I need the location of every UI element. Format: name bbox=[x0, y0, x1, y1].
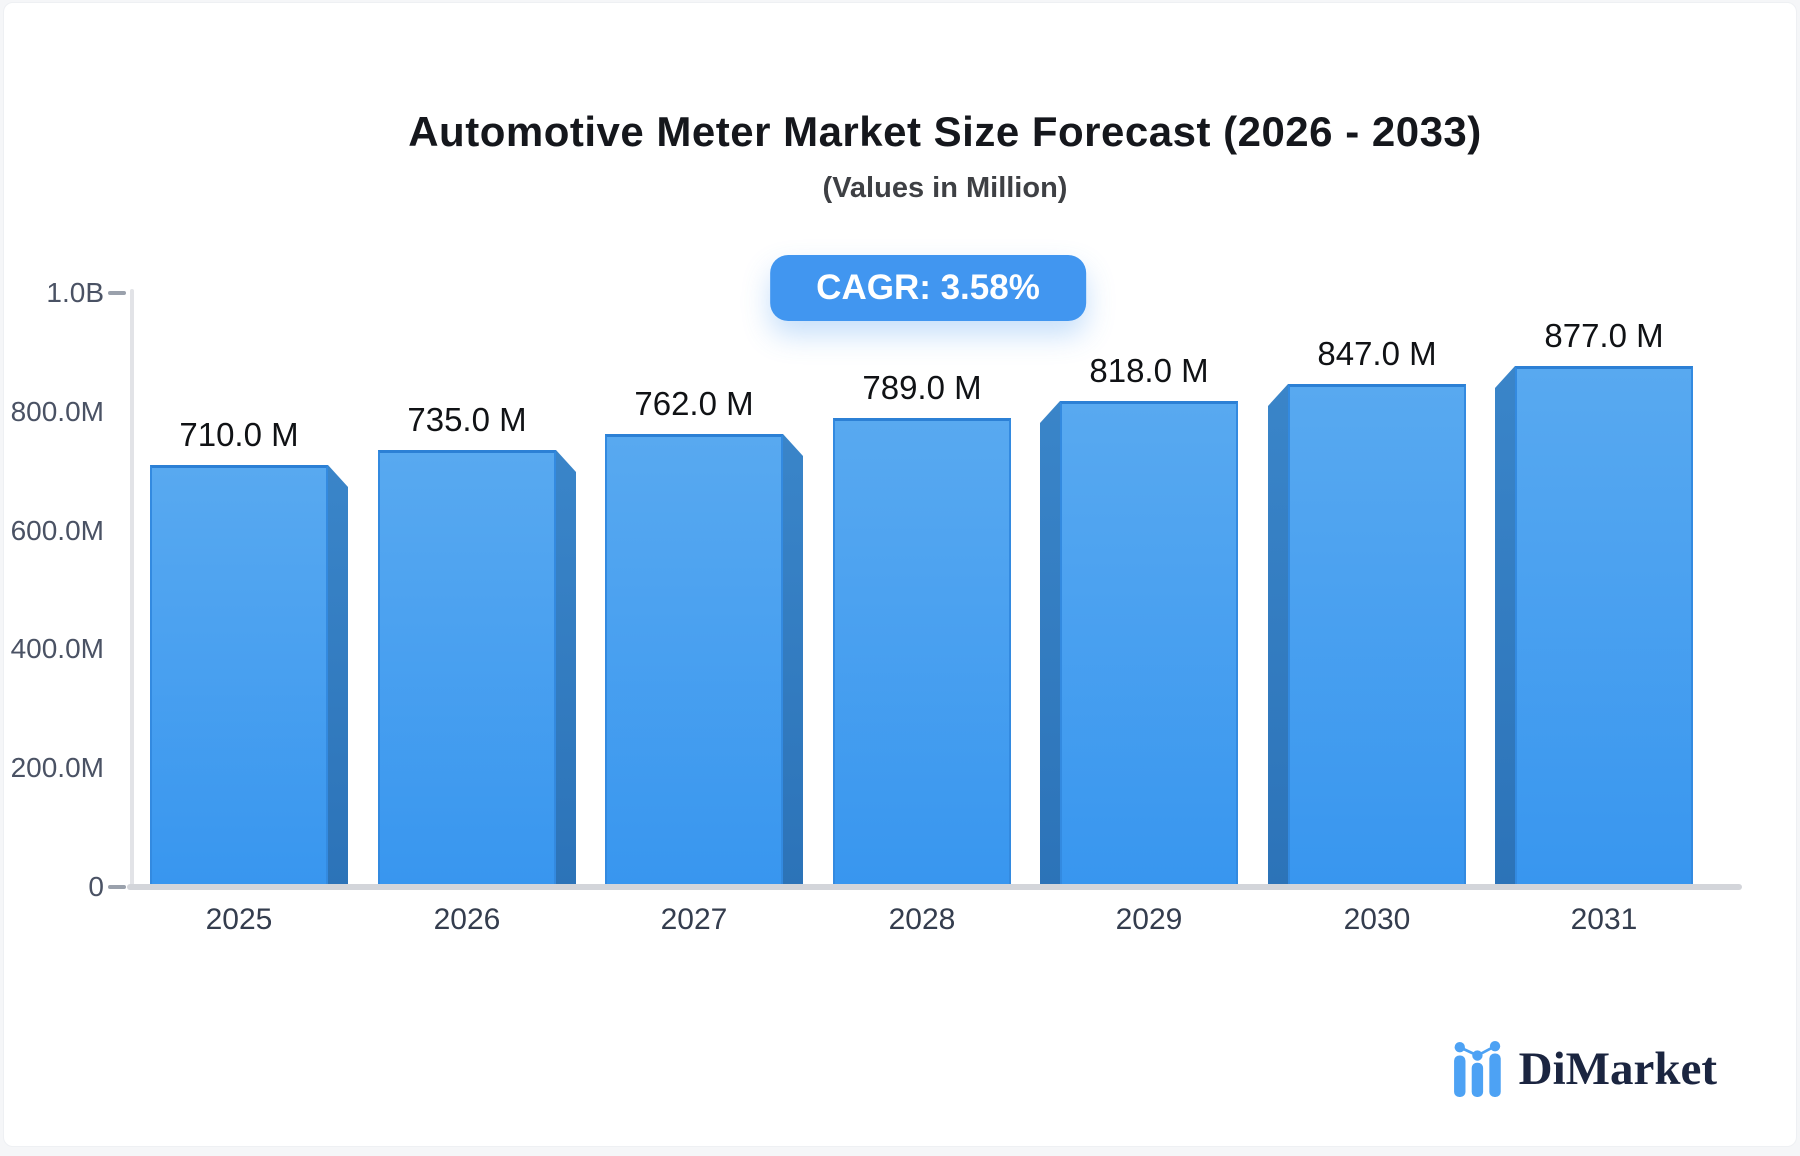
bar-value-label: 710.0 M bbox=[179, 416, 299, 453]
bar-value-label: 735.0 M bbox=[407, 401, 527, 438]
bar-3d-side bbox=[556, 450, 576, 887]
bar-2030[interactable] bbox=[1268, 384, 1466, 887]
bar-2028[interactable] bbox=[833, 418, 1011, 887]
cagr-badge: CAGR: 3.58% bbox=[770, 255, 1086, 321]
bar-face bbox=[1515, 366, 1693, 887]
x-axis-baseline bbox=[127, 884, 1742, 890]
x-tick-label: 2026 bbox=[433, 903, 501, 936]
bar-face bbox=[1288, 384, 1466, 887]
bar-2026[interactable] bbox=[378, 450, 576, 887]
x-tick-label: 2027 bbox=[660, 903, 728, 936]
bar-face bbox=[1060, 401, 1238, 887]
x-tick-label: 2030 bbox=[1343, 903, 1411, 936]
y-tick-label: 1.0B bbox=[46, 277, 104, 308]
x-tick-label: 2029 bbox=[1115, 903, 1183, 936]
brand-name: DiMarket bbox=[1518, 1043, 1717, 1095]
bar-value-label: 818.0 M bbox=[1089, 352, 1209, 389]
chart-subtitle: (Values in Million) bbox=[822, 172, 1068, 204]
bar-3d-side bbox=[783, 434, 803, 887]
bar-value-label: 877.0 M bbox=[1544, 317, 1664, 354]
bar-3d-side bbox=[328, 465, 348, 887]
y-tick-label: 600.0M bbox=[10, 514, 104, 546]
bar-3d-side bbox=[1495, 366, 1515, 887]
y-tick-label: 0 bbox=[88, 871, 104, 902]
bar-face bbox=[378, 450, 556, 887]
bar-face bbox=[150, 465, 328, 887]
x-tick-label: 2031 bbox=[1570, 903, 1638, 936]
mini-bar-chart-icon bbox=[1453, 1041, 1501, 1097]
x-tick-label: 2028 bbox=[888, 903, 956, 936]
y-tick-mark bbox=[108, 885, 126, 889]
bar-3d-side bbox=[1268, 384, 1288, 887]
bar-value-label: 762.0 M bbox=[634, 385, 754, 422]
brand-logo: DiMarket bbox=[1453, 1040, 1717, 1098]
chart-title: Automotive Meter Market Size Forecast (2… bbox=[408, 108, 1482, 155]
x-tick-label: 2025 bbox=[205, 903, 273, 936]
bar-face bbox=[833, 418, 1011, 887]
y-axis-line bbox=[130, 289, 134, 887]
bar-3d-side bbox=[1040, 401, 1060, 887]
y-tick-mark bbox=[108, 291, 126, 295]
bar-2027[interactable] bbox=[605, 434, 803, 887]
bar-2025[interactable] bbox=[150, 465, 348, 887]
bar-value-label: 847.0 M bbox=[1317, 335, 1437, 372]
bar-2029[interactable] bbox=[1040, 401, 1238, 887]
bar-value-label: 789.0 M bbox=[862, 369, 982, 406]
bar-face bbox=[605, 434, 783, 887]
bar-2031[interactable] bbox=[1495, 366, 1693, 887]
y-tick-label: 200.0M bbox=[10, 752, 104, 784]
y-tick-label: 400.0M bbox=[10, 633, 104, 665]
y-tick-label: 800.0M bbox=[10, 395, 104, 427]
